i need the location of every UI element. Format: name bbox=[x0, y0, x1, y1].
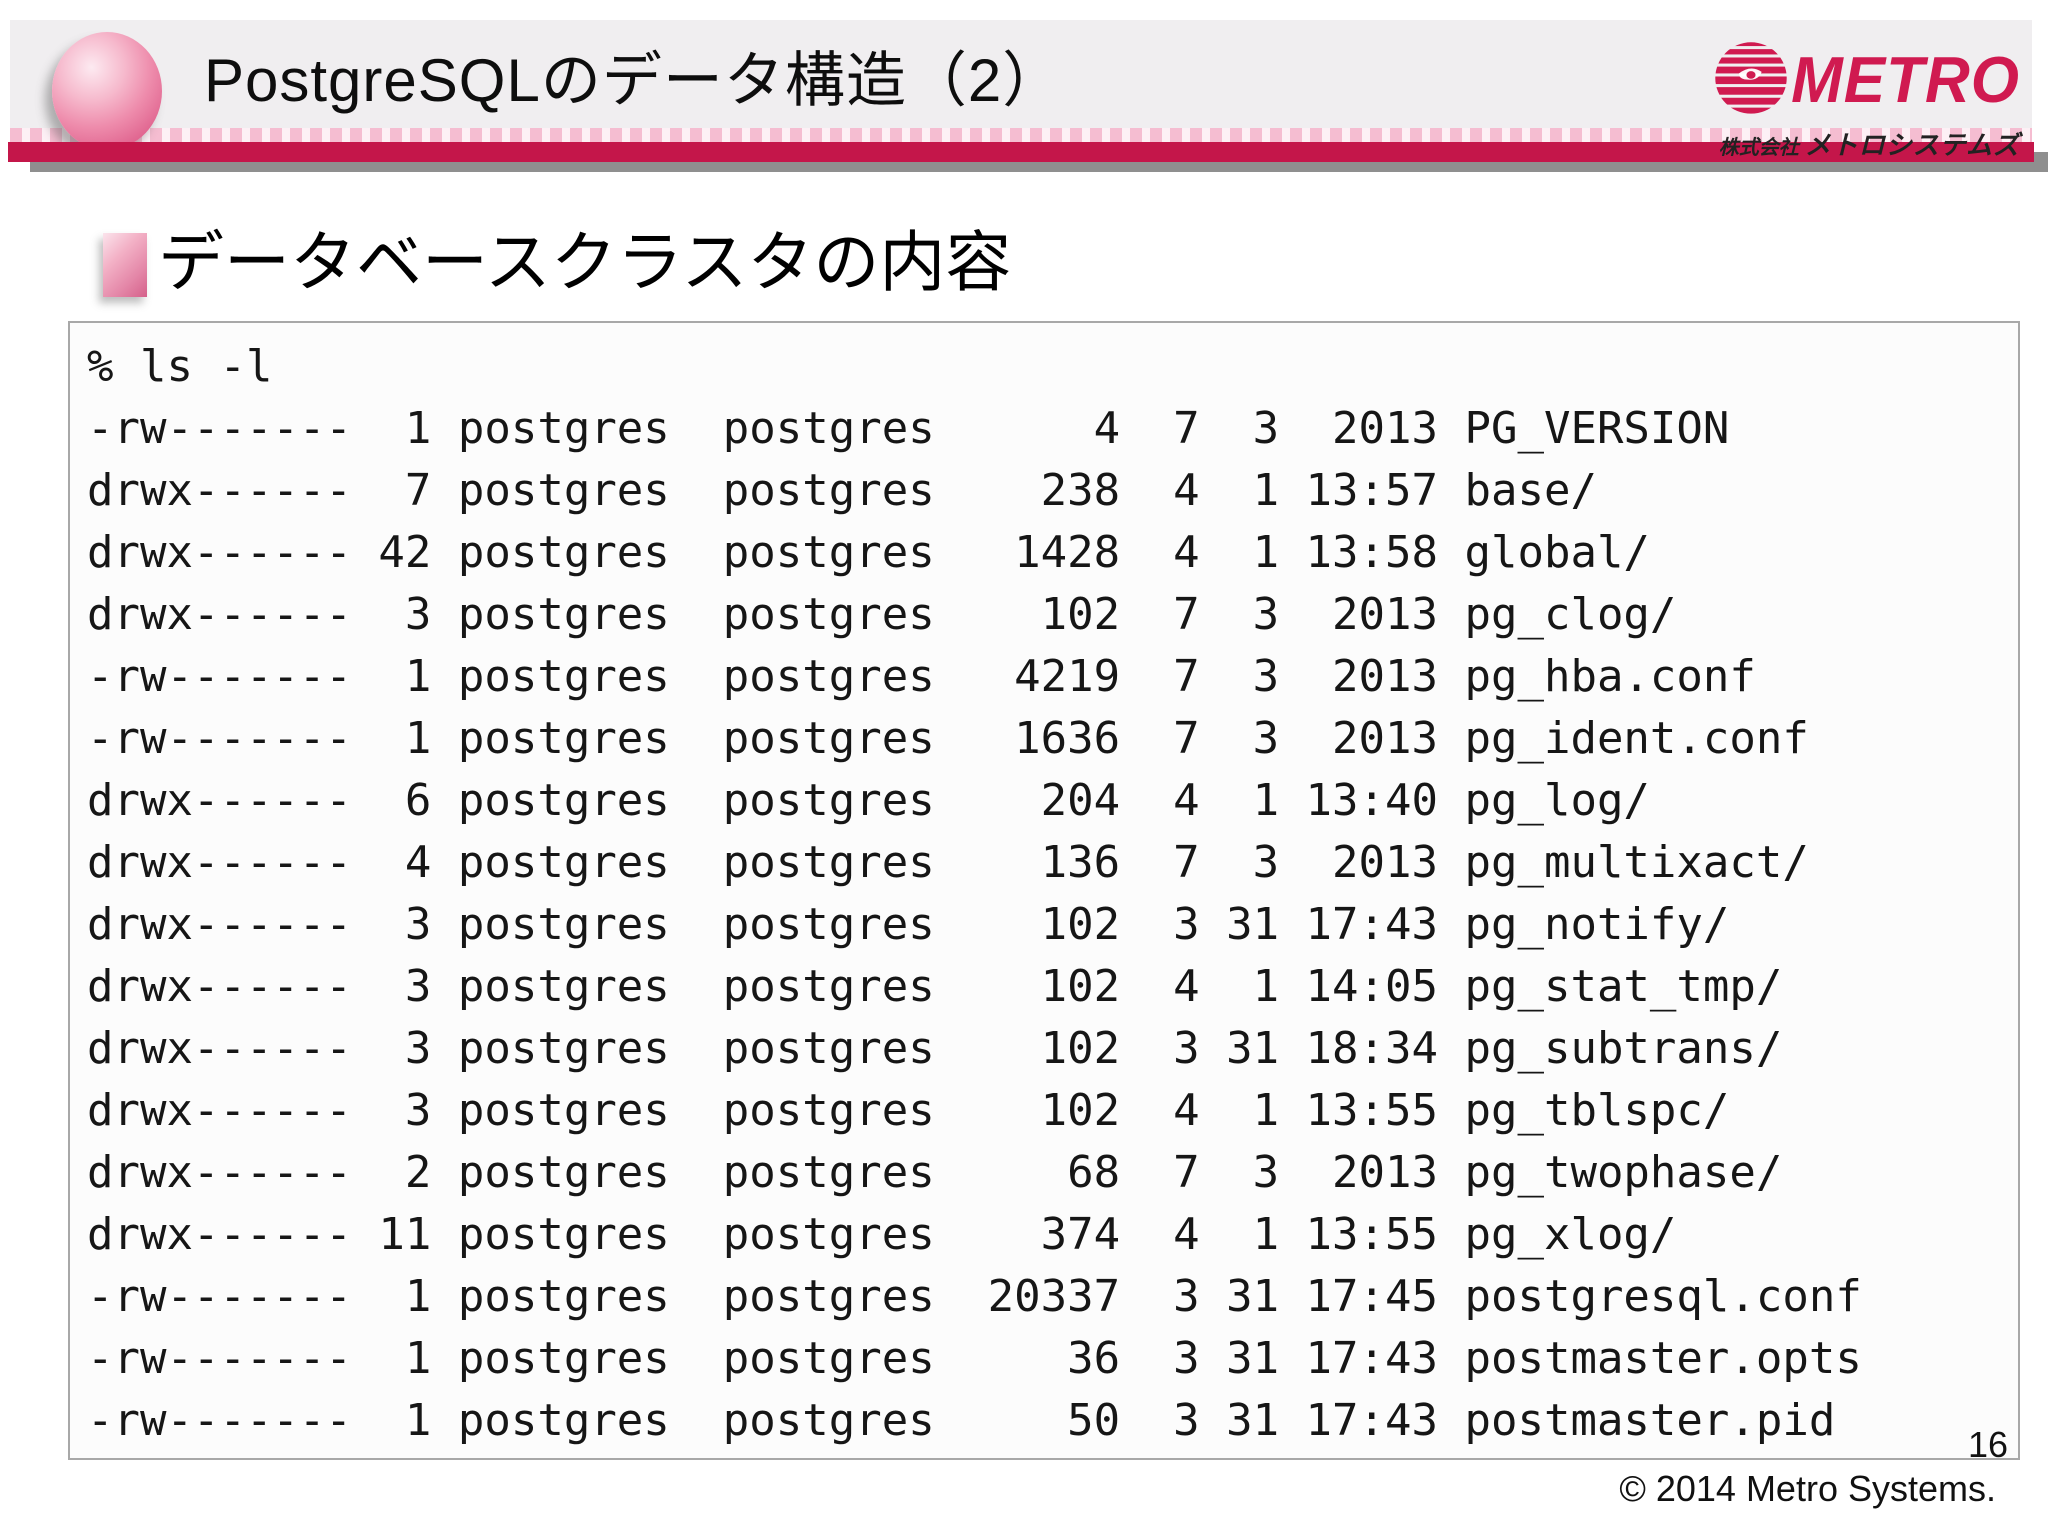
header-band bbox=[10, 20, 2032, 128]
terminal-box: % ls -l -rw------- 1 postgres postgres 4… bbox=[68, 321, 2020, 1460]
metro-logo: METRO 株式会社 メトロシステムズ bbox=[1715, 40, 2020, 162]
metro-wordmark: METRO bbox=[1791, 44, 2020, 117]
section-heading: データベースクラスタの内容 bbox=[158, 225, 1012, 299]
copyright: © 2014 Metro Systems. bbox=[1619, 1468, 1996, 1509]
metro-company-name: メトロシステムズ bbox=[1804, 130, 2020, 160]
square-bullet-icon bbox=[103, 233, 147, 297]
metro-company-prefix: 株式会社 bbox=[1718, 137, 1799, 159]
metro-globe-icon bbox=[1713, 40, 1789, 121]
metro-logo-row: METRO bbox=[1713, 40, 2020, 121]
terminal-listing: % ls -l -rw------- 1 postgres postgres 4… bbox=[87, 341, 1862, 1446]
metro-logo-tagline: 株式会社 メトロシステムズ bbox=[1719, 125, 2020, 162]
header-dot-strip bbox=[10, 128, 2032, 142]
sphere-bullet-icon bbox=[52, 32, 162, 150]
header-accent-bar bbox=[8, 142, 2034, 162]
page-number: 16 bbox=[1968, 1424, 2009, 1465]
page-title: PostgreSQLのデータ構造（2） bbox=[204, 47, 1064, 114]
